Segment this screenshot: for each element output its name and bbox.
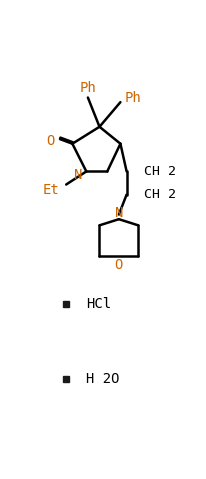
Text: Ph: Ph	[124, 91, 140, 104]
Text: HCl: HCl	[86, 297, 111, 311]
Text: N: N	[114, 206, 123, 220]
Text: CH 2: CH 2	[143, 188, 175, 201]
Text: O: O	[46, 134, 55, 148]
Text: Ph: Ph	[79, 81, 96, 95]
Text: O: O	[114, 258, 123, 273]
Text: H 2O: H 2O	[86, 372, 119, 387]
Text: CH 2: CH 2	[143, 165, 175, 178]
Text: N: N	[74, 168, 82, 182]
Text: Et: Et	[42, 183, 59, 197]
